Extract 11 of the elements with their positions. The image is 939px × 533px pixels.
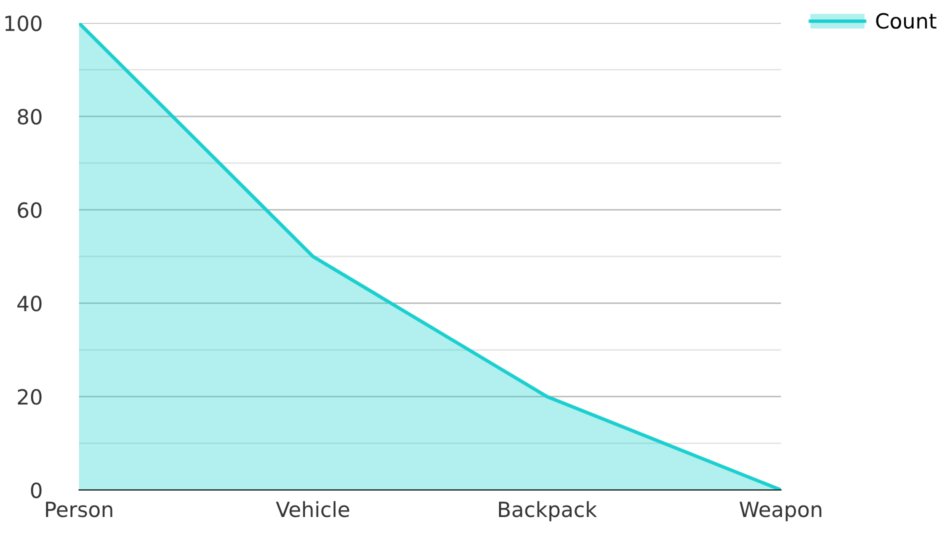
y-tick-label: 0 (31, 482, 42, 498)
legend-label: Count (876, 13, 936, 29)
x-tick-label: Weapon (740, 502, 822, 522)
y-tick-label: 60 (18, 202, 42, 218)
y-tick-label: 100 (5, 15, 42, 32)
y-tick-label: 80 (18, 108, 42, 125)
x-tick-label: Backpack (499, 501, 597, 522)
x-tick-label: Vehicle (276, 501, 350, 518)
x-tick-label: Person (46, 502, 112, 518)
y-tick-label: 20 (18, 389, 42, 405)
y-tick-label: 40 (17, 296, 42, 312)
